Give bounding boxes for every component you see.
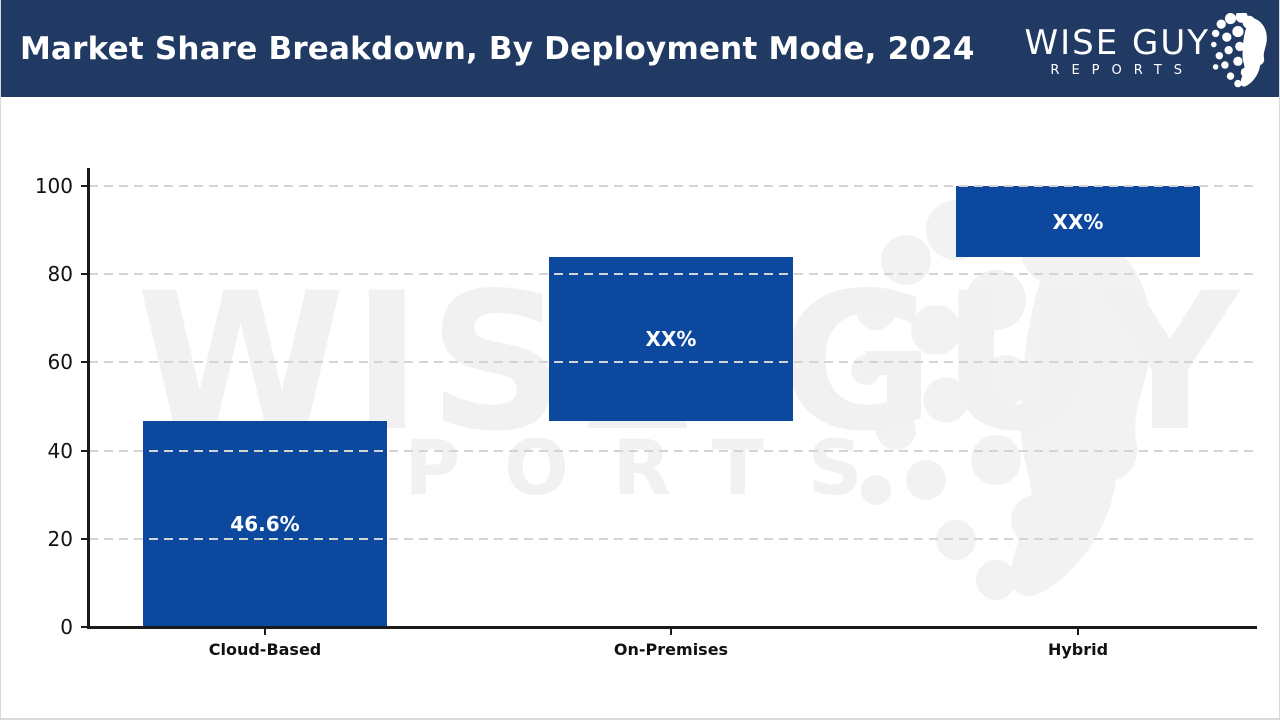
y-tick-label: 20 <box>47 526 73 551</box>
x-axis-tick <box>264 627 266 635</box>
gridline <box>89 361 1257 364</box>
y-axis-tick <box>81 626 89 628</box>
wiseguy-logo: WISE GUY REPORTS <box>1024 13 1268 91</box>
gridline <box>89 537 1257 540</box>
page-title: Market Share Breakdown, By Deployment Mo… <box>20 30 975 67</box>
x-axis-tick <box>1077 627 1079 635</box>
y-axis-tick <box>81 185 89 187</box>
y-axis-tick <box>81 537 89 540</box>
x-axis <box>87 626 1257 629</box>
bar-hybrid: XX% <box>956 186 1200 258</box>
logo-subtext: REPORTS <box>1050 63 1195 79</box>
y-axis <box>87 168 90 629</box>
gridline <box>89 449 1257 452</box>
bar-cloud-based: 46.6% <box>143 421 387 627</box>
y-tick-label: 100 <box>34 174 73 198</box>
category-label-hybrid: Hybrid <box>1047 640 1109 659</box>
y-axis-tick <box>81 361 89 364</box>
y-axis-tick <box>81 449 89 452</box>
logo-text: WISE GUY REPORTS <box>1024 22 1210 79</box>
header: Market Share Breakdown, By Deployment Mo… <box>1 0 1279 97</box>
bar-value-label: 46.6% <box>230 512 300 537</box>
bar-on-premises: XX% <box>549 257 793 422</box>
logo-face-icon <box>1211 13 1267 88</box>
y-tick-label: 60 <box>47 350 73 375</box>
gridline <box>89 185 1257 187</box>
category-label-cloud-based: Cloud-Based <box>208 640 322 659</box>
bar-value-label: XX% <box>645 327 697 352</box>
y-tick-label: 80 <box>47 262 73 287</box>
y-axis-tick <box>81 273 89 276</box>
category-label-on-premises: On-Premises <box>613 640 729 659</box>
x-axis-tick <box>670 627 672 635</box>
y-tick-label: 40 <box>47 438 73 463</box>
logo-wordmark: WISE GUY <box>1024 22 1210 63</box>
gridline <box>89 273 1257 276</box>
bar-value-label: XX% <box>1052 209 1104 234</box>
y-tick-label: 0 <box>60 615 73 639</box>
